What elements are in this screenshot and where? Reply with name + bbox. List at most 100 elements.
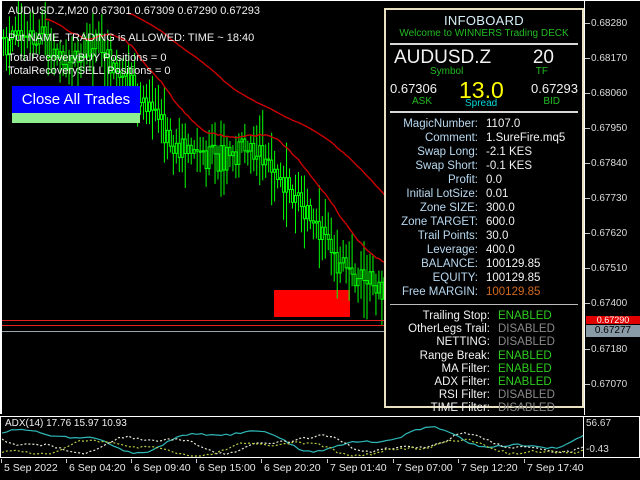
status-badge: DISABLED: [498, 336, 555, 349]
status-badge: ENABLED: [498, 310, 552, 322]
info-row-key: Swap Long:: [417, 146, 478, 158]
status-row-key: Range Break:: [419, 349, 490, 362]
status-badge: DISABLED: [498, 402, 555, 415]
info-row: Free MARGIN: 100129.85: [386, 286, 582, 300]
status-row-key: Trailing Stop:: [422, 310, 490, 322]
info-row-value: 600.0: [486, 216, 515, 228]
order-line-red-1: [2, 320, 586, 321]
info-row: Profit: 0.0: [386, 174, 582, 188]
price-tick: 0.67620: [585, 228, 640, 240]
bid-label: BID: [543, 96, 560, 107]
spread-label: Spread: [465, 98, 498, 109]
price-tick: 0.67510: [585, 263, 640, 275]
status-row: Trailing Stop: ENABLED: [386, 310, 582, 323]
info-row: Zone SIZE: 300.0: [386, 202, 582, 216]
feature-status-list: Trailing Stop: ENABLED OtherLegs Trail: DIS…: [386, 307, 582, 416]
price-tick: 0.67950: [585, 123, 640, 135]
status-badge: DISABLED: [498, 323, 555, 336]
price-tick-label: 0.67620: [591, 228, 628, 239]
price-tick-label: 0.67950: [591, 123, 628, 134]
bid-value: 0.67293: [531, 81, 578, 96]
status-row-key: OtherLegs Trail:: [408, 323, 490, 336]
time-axis: 5 Sep 2022 6 Sep 04:20 6 Sep 09:40 6 Sep…: [0, 459, 640, 480]
status-badge: ENABLED: [498, 362, 552, 375]
order-line-red-2: [2, 325, 586, 326]
status-row: TIME Filter: DISABLED: [386, 402, 582, 415]
recovery-sell-count: TotalRecoverySELL Positions = 0: [8, 65, 171, 77]
ask-price-tag: 0.67290: [586, 316, 640, 324]
price-tick-label: 0.67400: [591, 298, 628, 309]
status-row-key: MA Filter:: [441, 362, 490, 375]
price-tick-label: 0.68060: [591, 88, 628, 99]
time-tick: 7 Sep 01:40: [327, 459, 387, 474]
time-tick: 6 Sep 20:20: [261, 459, 321, 474]
info-row-key: Trail Points:: [417, 230, 478, 242]
status-row: ADX Filter: ENABLED: [386, 376, 582, 389]
time-tick: 7 Sep 12:20: [458, 459, 518, 474]
info-row-value: 30.0: [486, 230, 509, 242]
info-row-key: Initial LotSize:: [406, 188, 478, 200]
info-row-value: 300.0: [486, 202, 515, 214]
time-tick: 7 Sep 07:00: [393, 459, 453, 474]
status-row-key: NETTING:: [436, 336, 490, 349]
status-row: RSI Filter: DISABLED: [386, 389, 582, 402]
price-scale[interactable]: 0.68280 0.68170 0.68060 0.67950 0.67840 …: [584, 1, 640, 415]
status-badge: ENABLED: [498, 375, 552, 388]
info-row-value: 100129.85: [486, 258, 541, 270]
adx-label: ADX(14) 17.76 15.97 10.93: [5, 418, 127, 429]
time-tick: 6 Sep 09:40: [131, 459, 191, 474]
info-row: Swap Long: -2.1 KES: [386, 146, 582, 160]
info-row-value: 100129.85: [486, 272, 541, 284]
status-row: OtherLegs Trail: DISABLED: [386, 323, 582, 336]
info-row-key: Zone SIZE:: [419, 202, 478, 214]
status-row-key: TIME Filter:: [430, 402, 490, 415]
info-row-key: Free MARGIN:: [401, 286, 478, 298]
timeframe-label: TF: [535, 66, 548, 77]
info-row-key: Swap Short:: [415, 160, 478, 172]
time-tick: 5 Sep 2022: [1, 459, 58, 474]
info-row-value: 1.SureFire.mq5: [486, 132, 566, 144]
chart-symbol-header: AUDUSD.Z,M20 0.67301 0.67309 0.67290 0.6…: [8, 5, 260, 17]
price-tick-label: 0.67180: [591, 344, 628, 355]
adx-scale: 56.67 -0.43: [583, 417, 639, 457]
divider: [390, 43, 578, 45]
price-tick: 0.68170: [585, 53, 640, 65]
status-row: Range Break: ENABLED: [386, 350, 582, 363]
close-all-trades-button[interactable]: Close All Trades: [12, 86, 140, 123]
info-row: Swap Short: -0.1 KES: [386, 160, 582, 174]
info-row-key: Profit:: [447, 174, 478, 186]
info-row-value: -2.1 KES: [486, 146, 533, 158]
info-row: Leverage: 400.0: [386, 244, 582, 258]
recovery-buy-count: TotalRecoveryBUY Positions = 0: [8, 52, 167, 64]
infoboard-subtitle: Welcome to WINNERS Trading DECK: [399, 28, 569, 39]
adx-indicator-subwindow[interactable]: ADX(14) 17.76 15.97 10.93 56.67 -0.43: [0, 416, 640, 458]
info-row-value: 400.0: [486, 244, 515, 256]
close-all-trades-strip: [12, 113, 140, 123]
info-row-value: 100129.85: [486, 286, 541, 298]
price-tick-label: 0.68170: [591, 53, 628, 64]
price-tick: 0.67730: [585, 193, 640, 205]
adx-plot: [2, 417, 583, 457]
symbol-label: Symbol: [430, 66, 464, 77]
price-tick-label: 0.67840: [591, 158, 628, 169]
info-row-value: 1107.0: [486, 118, 521, 130]
ask-label: ASK: [412, 96, 433, 107]
time-tick: 6 Sep 15:00: [196, 459, 256, 474]
status-row: MA Filter: ENABLED: [386, 363, 582, 376]
info-row-key: Comment:: [424, 132, 478, 144]
info-row-value: 0.01: [486, 188, 509, 200]
ask-value: 0.67306: [390, 81, 437, 96]
status-row-key: ADX Filter:: [434, 375, 490, 388]
status-row: NETTING: DISABLED: [386, 336, 582, 349]
account-parameters-list: MagicNumber: 1107.0 Comment: 1.SureFire.mq5…: [386, 115, 582, 300]
status-badge: ENABLED: [498, 349, 552, 362]
divider: [390, 111, 578, 113]
info-row: BALANCE: 100129.85: [386, 258, 582, 272]
info-row-value: 0.0: [486, 174, 502, 186]
spread-value: 13.0: [459, 77, 504, 103]
price-tick-label: 0.67510: [591, 263, 628, 274]
divider: [390, 304, 578, 305]
current-price-tag: 0.67277: [586, 325, 640, 337]
info-row-key: Zone TARGET:: [401, 216, 478, 228]
